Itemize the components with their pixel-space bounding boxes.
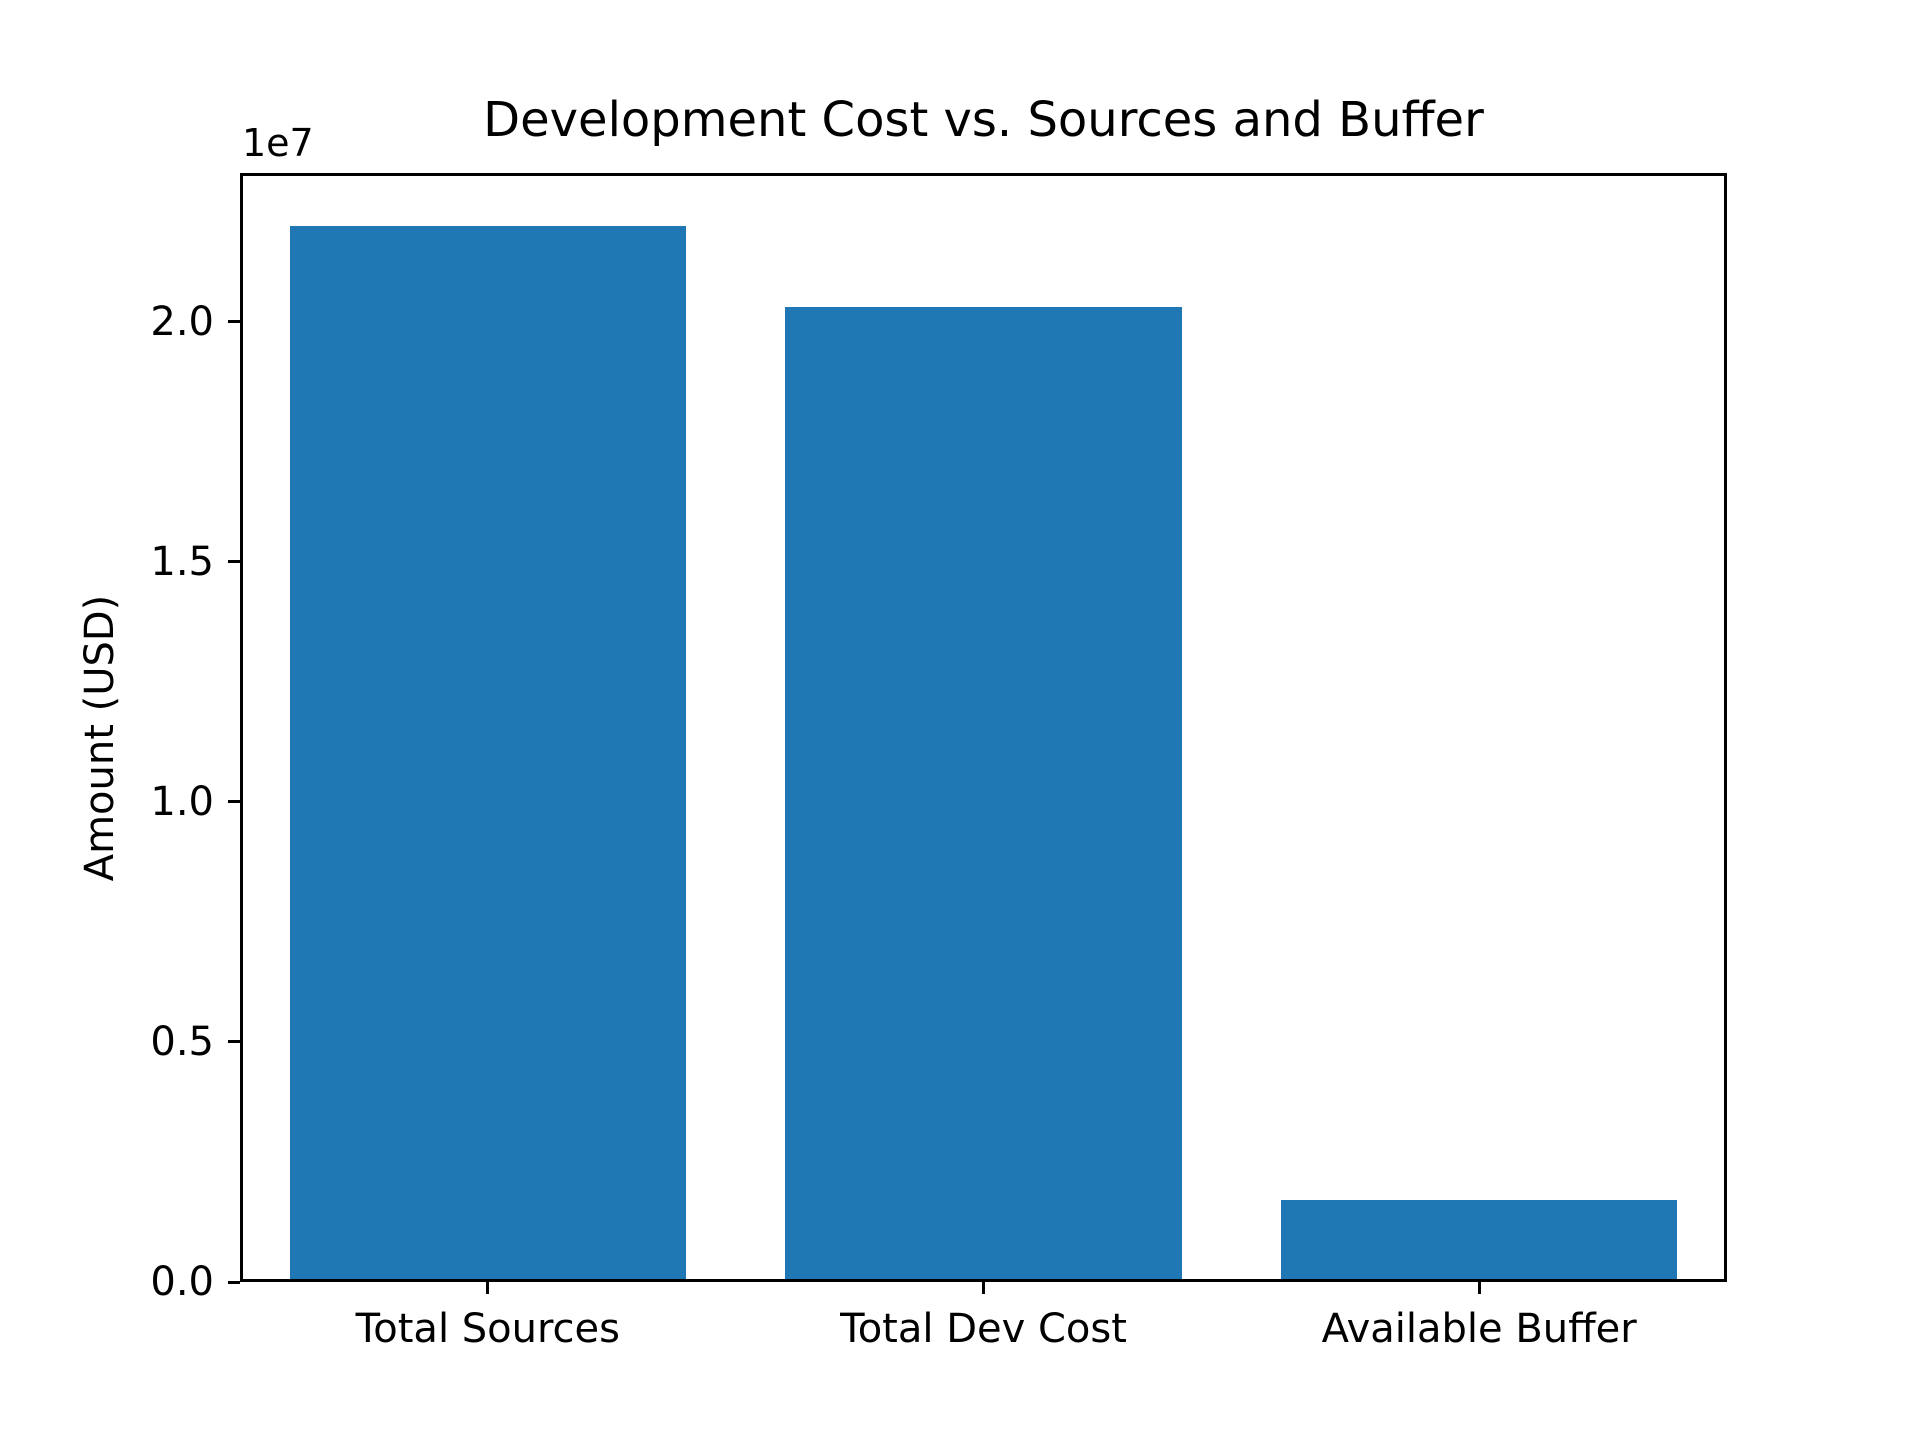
y-tick-mark bbox=[228, 560, 240, 564]
y-tick-label: 0.5 bbox=[150, 1018, 214, 1065]
y-tick-mark bbox=[228, 320, 240, 324]
y-axis-offset-label: 1e7 bbox=[242, 121, 314, 165]
x-tick-mark bbox=[1477, 1282, 1481, 1294]
bar-available-buffer bbox=[1280, 1200, 1678, 1279]
y-tick-label: 0.0 bbox=[150, 1259, 214, 1305]
y-tick-label: 2.0 bbox=[150, 298, 214, 345]
y-tick-mark bbox=[228, 1040, 240, 1044]
y-tick-mark bbox=[228, 1280, 240, 1284]
bar-total-dev-cost bbox=[785, 307, 1182, 1279]
y-tick-label: 1.5 bbox=[150, 538, 214, 585]
x-tick-mark bbox=[486, 1282, 490, 1294]
chart-title: Development Cost vs. Sources and Buffer bbox=[483, 92, 1484, 148]
bar-total-sources bbox=[289, 226, 687, 1279]
y-tick-label: 1.0 bbox=[150, 778, 214, 825]
x-tick-label-available-buffer: Available Buffer bbox=[1321, 1306, 1637, 1352]
x-tick-label-total-sources: Total Sources bbox=[355, 1306, 620, 1352]
x-tick-label-total-dev-cost: Total Dev Cost bbox=[840, 1306, 1127, 1352]
x-tick-mark bbox=[982, 1282, 985, 1294]
y-tick-mark bbox=[228, 800, 240, 804]
y-axis-label: Amount (USD) bbox=[77, 594, 123, 882]
